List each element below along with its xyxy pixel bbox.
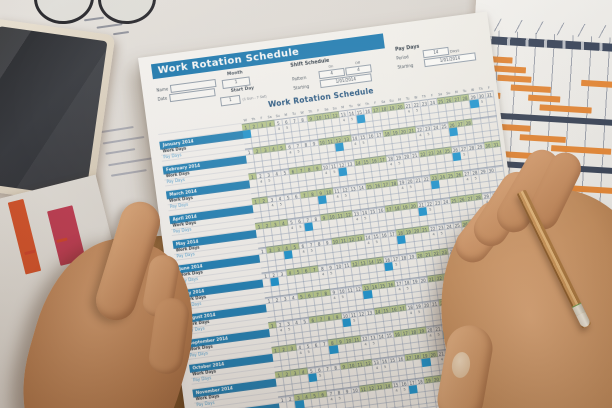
- gantt-bar: [581, 79, 612, 89]
- gantt-bar: [497, 74, 532, 83]
- paper-text-line: [108, 157, 152, 166]
- pay-starting-label: Starting: [397, 62, 414, 70]
- gantt-bar: [539, 104, 592, 114]
- tablet-screen: [0, 26, 108, 198]
- paper-text-line: [105, 148, 136, 155]
- paper-text-mark: [83, 16, 105, 22]
- paper-text-mark: [112, 31, 130, 36]
- shift-starting-label: Starting: [292, 83, 310, 91]
- red-bar: [7, 198, 42, 275]
- gantt-bar: [510, 84, 551, 93]
- name-label: Name: [156, 86, 169, 93]
- gantt-bar: [528, 94, 561, 103]
- gantt-bar: [519, 134, 566, 143]
- date-label: Date: [157, 95, 168, 102]
- paper-text-line: [99, 126, 134, 133]
- paper-text-line: [102, 135, 145, 144]
- paper-text-line: [110, 169, 147, 177]
- pay-days-group: Pay Days Period 14 Days Starting 1/01/20…: [395, 37, 477, 70]
- paper-text-mark: [96, 23, 123, 29]
